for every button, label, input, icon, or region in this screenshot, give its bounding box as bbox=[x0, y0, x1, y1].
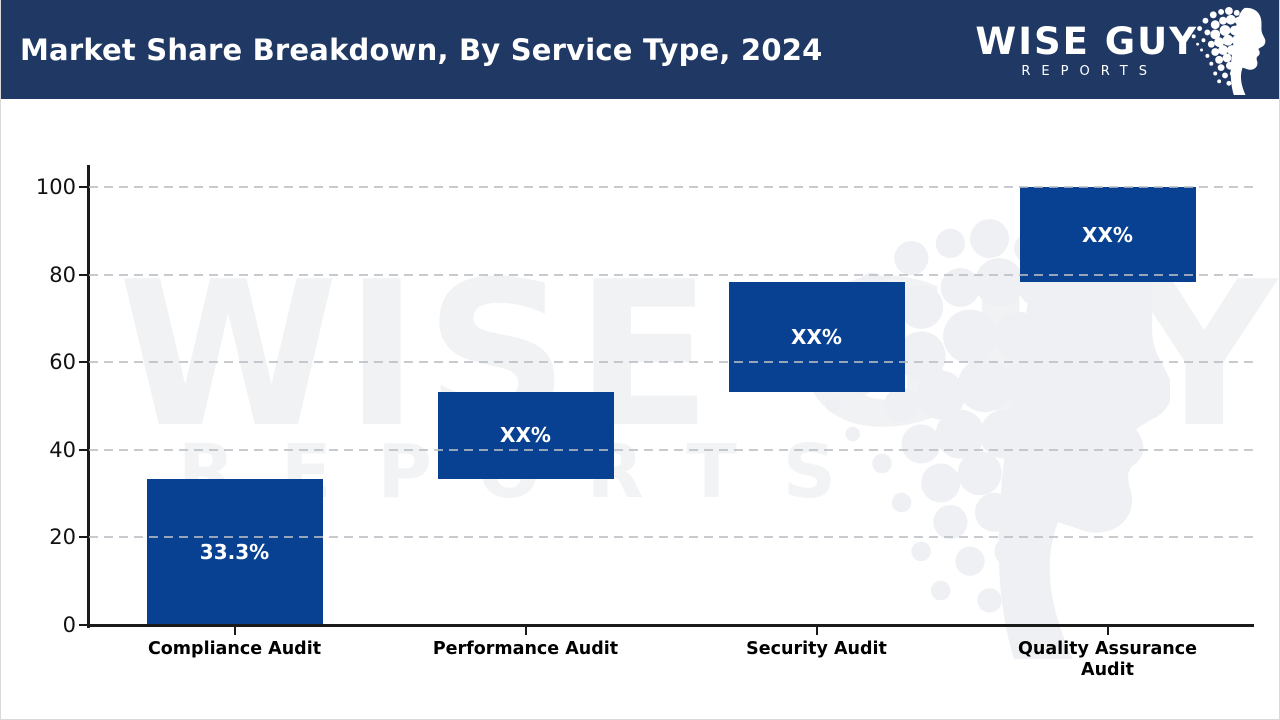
logo-sub-text: REPORTS bbox=[1021, 64, 1158, 79]
bar-value-label: 33.3% bbox=[199, 540, 270, 565]
bar-value-label: XX% bbox=[1082, 222, 1133, 247]
bar-quality-assurance-audit: XX% bbox=[1019, 187, 1196, 283]
x-axis-category-label: Compliance Audit bbox=[147, 639, 322, 659]
y-tick-label: 20 bbox=[49, 525, 76, 550]
gridline-20 bbox=[89, 536, 1253, 539]
watermark-head-dots bbox=[803, 219, 1170, 659]
page-title: Market Share Breakdown, By Service Type,… bbox=[20, 32, 823, 67]
x-axis-category-label: Quality Assurance Audit bbox=[1018, 639, 1197, 680]
wiseguy-logo: WISE GUY REPORTS bbox=[975, 7, 1266, 95]
x-tick-mark bbox=[815, 627, 818, 635]
logo-brand-text: WISE GUY bbox=[975, 20, 1198, 63]
x-tick-mark bbox=[1106, 627, 1109, 635]
y-tick-label: 80 bbox=[49, 262, 76, 287]
logo-head-dots-icon bbox=[1191, 7, 1266, 95]
y-tick-label: 100 bbox=[35, 175, 76, 199]
bar-performance-audit: XX% bbox=[437, 391, 614, 480]
x-axis-line bbox=[87, 624, 1254, 627]
y-tick-mark bbox=[79, 273, 88, 276]
y-tick-mark bbox=[79, 536, 88, 539]
y-tick-label: 40 bbox=[49, 437, 76, 462]
header: Market Share Breakdown, By Service Type,… bbox=[0, 0, 1280, 99]
gridline-80 bbox=[89, 273, 1253, 276]
y-tick-label: 0 bbox=[62, 613, 76, 637]
gridline-100 bbox=[89, 186, 1253, 188]
y-tick-mark bbox=[79, 186, 88, 188]
bar-value-label: XX% bbox=[500, 423, 551, 448]
gridline-60 bbox=[89, 361, 1253, 364]
x-axis-category-label: Security Audit bbox=[746, 639, 887, 659]
bar-security-audit: XX% bbox=[728, 282, 905, 392]
y-tick-mark bbox=[79, 448, 88, 451]
x-axis-category-label: Performance Audit bbox=[432, 639, 619, 659]
x-tick-mark bbox=[233, 627, 236, 635]
y-tick-label: 60 bbox=[49, 350, 76, 375]
y-tick-mark bbox=[79, 361, 88, 364]
bar-value-label: XX% bbox=[791, 324, 842, 349]
y-axis-line bbox=[87, 165, 90, 628]
y-tick-mark bbox=[79, 624, 88, 626]
logo-text: WISE GUY REPORTS bbox=[975, 22, 1198, 80]
x-tick-mark bbox=[524, 627, 527, 635]
gridline-40 bbox=[89, 448, 1253, 451]
bar-compliance-audit: 33.3% bbox=[146, 479, 323, 625]
